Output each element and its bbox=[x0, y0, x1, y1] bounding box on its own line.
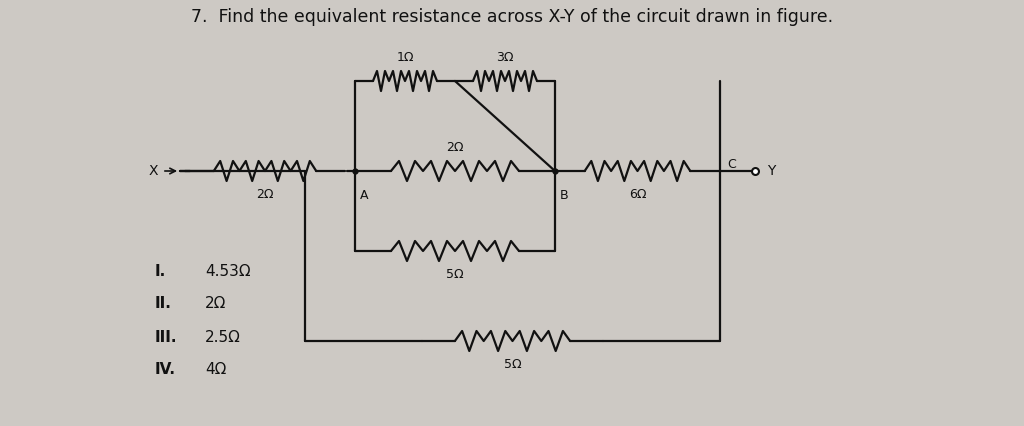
Text: A: A bbox=[360, 189, 369, 202]
Text: II.: II. bbox=[155, 296, 172, 311]
Text: 2Ω: 2Ω bbox=[205, 296, 226, 311]
Text: 6Ω: 6Ω bbox=[629, 188, 646, 201]
Text: 1Ω: 1Ω bbox=[396, 51, 414, 64]
Text: 2.5Ω: 2.5Ω bbox=[205, 329, 241, 345]
Text: B: B bbox=[560, 189, 568, 202]
Text: III.: III. bbox=[155, 329, 177, 345]
Text: I.: I. bbox=[155, 264, 166, 279]
Text: 2Ω: 2Ω bbox=[256, 188, 273, 201]
Text: 5Ω: 5Ω bbox=[504, 358, 521, 371]
Text: 2Ω: 2Ω bbox=[446, 141, 464, 154]
Text: C: C bbox=[727, 158, 736, 171]
Text: 7.  Find the equivalent resistance across X-Y of the circuit drawn in figure.: 7. Find the equivalent resistance across… bbox=[190, 8, 834, 26]
Text: 4Ω: 4Ω bbox=[205, 363, 226, 377]
Text: 4.53Ω: 4.53Ω bbox=[205, 264, 251, 279]
Text: 5Ω: 5Ω bbox=[446, 268, 464, 281]
Text: X: X bbox=[148, 164, 158, 178]
Text: IV.: IV. bbox=[155, 363, 176, 377]
Text: 3Ω: 3Ω bbox=[497, 51, 514, 64]
Text: Y: Y bbox=[767, 164, 775, 178]
